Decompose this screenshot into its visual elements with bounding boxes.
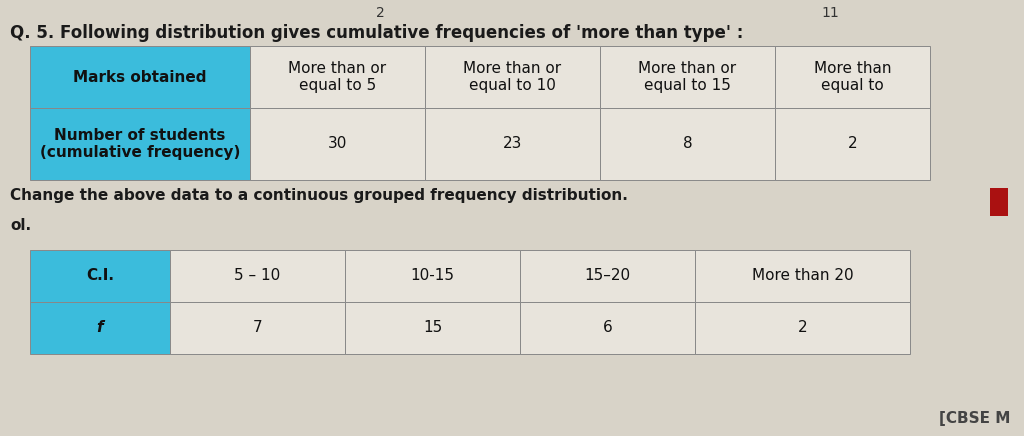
Bar (250, 46, 425, 108)
Text: More than
equal to: More than equal to (814, 61, 891, 93)
Text: Change the above data to a continuous grouped frequency distribution.: Change the above data to a continuous gr… (10, 188, 628, 203)
Bar (775, 108, 930, 180)
Bar (775, 46, 930, 108)
Text: 5 – 10: 5 – 10 (234, 269, 281, 283)
Bar (425, 108, 600, 180)
Bar (600, 46, 775, 108)
Text: Q. 5. Following distribution gives cumulative frequencies of 'more than type' :: Q. 5. Following distribution gives cumul… (10, 24, 743, 42)
Text: Number of students
(cumulative frequency): Number of students (cumulative frequency… (40, 128, 241, 160)
Bar (695, 250, 910, 302)
Text: ol.: ol. (10, 218, 31, 233)
Text: 10-15: 10-15 (411, 269, 455, 283)
Text: More than or
equal to 5: More than or equal to 5 (289, 61, 387, 93)
Text: 15–20: 15–20 (585, 269, 631, 283)
Bar (170, 302, 345, 354)
Text: [CBSE M: [CBSE M (939, 411, 1010, 426)
Bar (520, 302, 695, 354)
Text: 11: 11 (821, 6, 839, 20)
Bar (600, 108, 775, 180)
Text: Marks obtained: Marks obtained (74, 69, 207, 85)
Text: 30: 30 (328, 136, 347, 151)
Text: 2: 2 (798, 320, 807, 335)
Text: More than or
equal to 15: More than or equal to 15 (638, 61, 736, 93)
Bar (345, 250, 520, 302)
Text: More than 20: More than 20 (752, 269, 853, 283)
Bar (30, 46, 250, 108)
Bar (250, 108, 425, 180)
Text: 8: 8 (683, 136, 692, 151)
Text: C.I.: C.I. (86, 269, 114, 283)
Bar (345, 302, 520, 354)
Bar (425, 46, 600, 108)
Text: 6: 6 (603, 320, 612, 335)
Bar (170, 250, 345, 302)
Bar (30, 250, 170, 302)
Text: 7: 7 (253, 320, 262, 335)
Text: 15: 15 (423, 320, 442, 335)
Bar (30, 302, 170, 354)
Text: 2: 2 (848, 136, 857, 151)
Text: More than or
equal to 10: More than or equal to 10 (464, 61, 561, 93)
Bar (990, 188, 1008, 216)
Bar (30, 108, 250, 180)
Text: 2: 2 (376, 6, 384, 20)
Bar (695, 302, 910, 354)
Text: f: f (96, 320, 103, 335)
Text: 23: 23 (503, 136, 522, 151)
Bar (520, 250, 695, 302)
